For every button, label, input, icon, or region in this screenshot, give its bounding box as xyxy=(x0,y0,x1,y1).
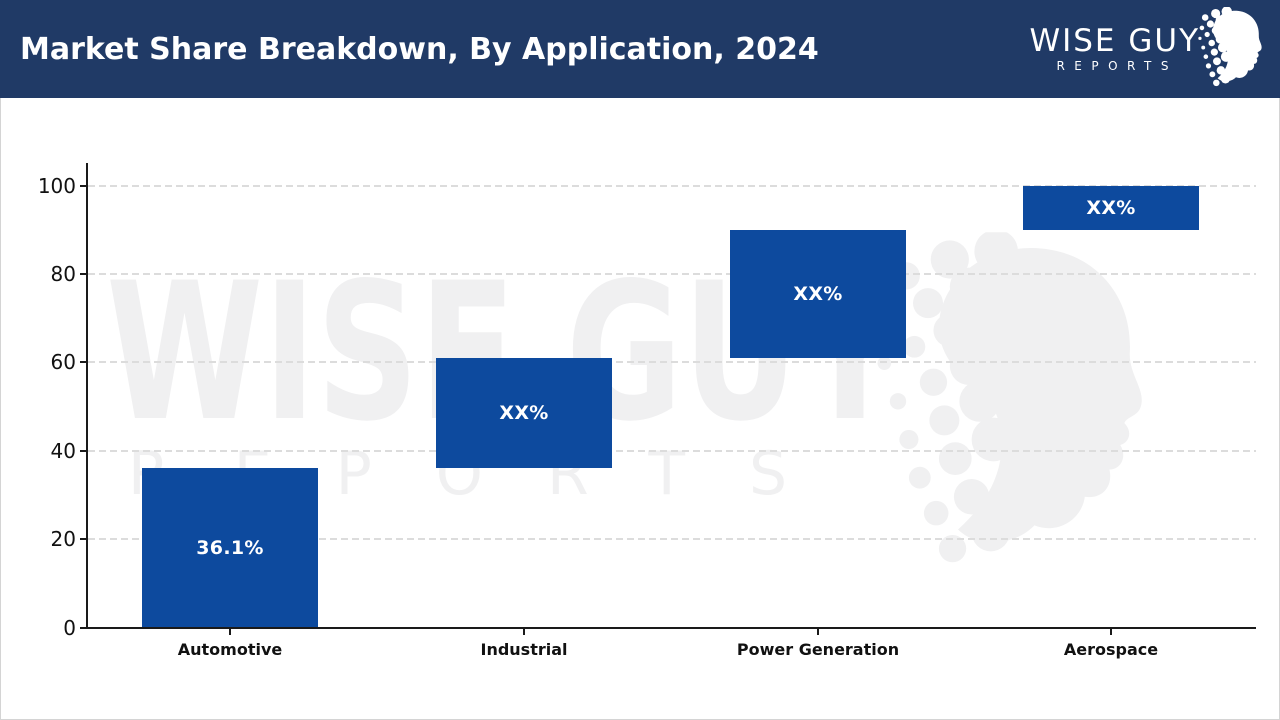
bar-industrial: XX% xyxy=(436,358,612,468)
y-tickmark-40 xyxy=(80,450,88,452)
gridline-20 xyxy=(88,538,1256,540)
chart-title: Market Share Breakdown, By Application, … xyxy=(20,31,819,67)
logo-head-icon xyxy=(1196,7,1268,92)
bar-value-label: XX% xyxy=(499,402,549,424)
bar-value-label: XX% xyxy=(793,283,843,305)
gridline-100 xyxy=(88,185,1256,187)
y-tickmark-60 xyxy=(80,361,88,363)
wise-guy-logo: WISE GUY REPORTS xyxy=(1029,7,1268,92)
bar-value-label: XX% xyxy=(1086,197,1136,219)
header-bar: Market Share Breakdown, By Application, … xyxy=(0,0,1280,98)
gridline-80 xyxy=(88,273,1256,275)
gridline-40 xyxy=(88,450,1256,452)
logo-tagline-text: REPORTS xyxy=(1056,58,1178,73)
x-axis-label-automotive: Automotive xyxy=(177,640,283,659)
y-tick-label-20: 20 xyxy=(50,527,76,551)
bar-power-generation: XX% xyxy=(730,230,906,358)
y-tick-label-40: 40 xyxy=(50,439,76,463)
bar-aerospace: XX% xyxy=(1023,186,1199,230)
x-tickmark-3 xyxy=(817,628,819,635)
logo-text: WISE GUY REPORTS xyxy=(1029,25,1200,73)
bar-value-label: 36.1% xyxy=(196,537,264,559)
y-tickmark-0 xyxy=(80,627,88,629)
x-axis-label-industrial: Industrial xyxy=(480,640,568,659)
watermark-head-graphic xyxy=(868,232,1168,587)
x-axis-label-power-generation: Power Generation xyxy=(736,640,900,659)
x-axis-spine xyxy=(86,627,1256,629)
y-tick-label-60: 60 xyxy=(50,350,76,374)
y-tick-label-100: 100 xyxy=(37,174,76,198)
y-tickmark-100 xyxy=(80,185,88,187)
bar-automotive: 36.1% xyxy=(142,468,318,628)
y-axis-spine xyxy=(86,163,88,629)
gridline-60 xyxy=(88,361,1256,363)
y-tickmark-80 xyxy=(80,273,88,275)
logo-name-text: WISE GUY xyxy=(1029,23,1200,60)
y-tickmark-20 xyxy=(80,538,88,540)
x-axis-label-aerospace: Aerospace xyxy=(1063,640,1159,659)
x-tickmark-1 xyxy=(229,628,231,635)
y-tick-label-80: 80 xyxy=(50,262,76,286)
x-tickmark-2 xyxy=(523,628,525,635)
x-tickmark-4 xyxy=(1110,628,1112,635)
y-tick-label-0: 0 xyxy=(63,616,76,640)
